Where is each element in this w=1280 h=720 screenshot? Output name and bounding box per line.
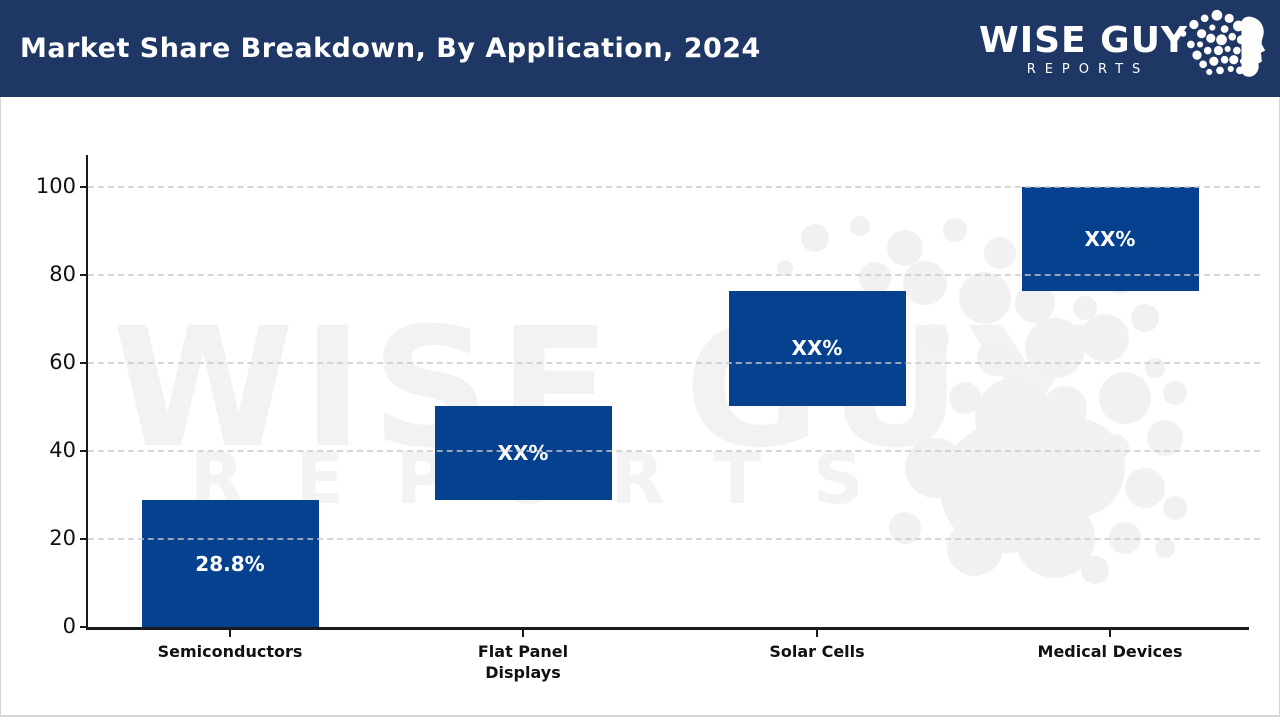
y-axis: [86, 155, 88, 629]
bar-value-label: XX%: [1084, 226, 1136, 251]
y-tick-mark: [80, 538, 88, 540]
gridline: [88, 538, 1260, 540]
y-tick-label: 0: [62, 614, 76, 638]
x-tick-mark: [816, 630, 818, 637]
y-tick-mark: [80, 626, 88, 628]
logo-text: WISE GUY REPORTS: [978, 19, 1188, 77]
x-tick-mark: [1109, 630, 1111, 637]
y-tick-label: 60: [49, 350, 76, 374]
bar: XX%: [728, 290, 906, 407]
y-tick-mark: [80, 274, 88, 276]
y-tick-mark: [80, 186, 88, 188]
x-category-line: Semiconductors: [157, 642, 303, 661]
y-tick-mark: [80, 450, 88, 452]
bar: XX%: [1021, 187, 1199, 291]
bar-value-label: 28.8%: [195, 551, 265, 576]
wiseguy-logo: WISE GUY REPORTS: [979, 6, 1266, 92]
y-tick-label: 20: [49, 526, 76, 550]
x-category-line: Medical Devices: [1037, 642, 1183, 661]
gridline: [88, 362, 1260, 364]
x-category-line: Displays: [485, 663, 561, 682]
x-tick-mark: [229, 630, 231, 637]
bar-value-label: XX%: [791, 336, 843, 361]
logo-subtext: REPORTS: [1026, 61, 1150, 77]
x-category-line: Flat Panel: [477, 642, 569, 661]
gridline: [88, 186, 1260, 188]
gridline: [88, 274, 1260, 276]
bar: XX%: [434, 406, 612, 501]
bottom-hairline: [0, 715, 1280, 717]
y-tick-label: 100: [35, 174, 76, 198]
gridline: [88, 450, 1260, 452]
x-category-label: Solar Cells: [707, 641, 927, 662]
y-tick-mark: [80, 362, 88, 364]
watermark-head-dots-icon: [777, 216, 1187, 584]
left-hairline: [0, 97, 1, 717]
y-tick-label: 80: [49, 262, 76, 286]
page-title: Market Share Breakdown, By Application, …: [20, 33, 761, 64]
x-category-line: Solar Cells: [769, 642, 865, 661]
x-axis: [86, 627, 1249, 630]
y-tick-label: 40: [49, 438, 76, 462]
wiseguy-head-icon: [1180, 9, 1266, 77]
header-bar: Market Share Breakdown, By Application, …: [0, 0, 1280, 97]
bar: 28.8%: [141, 500, 319, 627]
x-tick-mark: [522, 630, 524, 637]
x-category-label: Semiconductors: [120, 641, 340, 662]
bar-value-label: XX%: [497, 441, 549, 466]
plot-area: 0 20 40 60 80 100 28.8% Semiconductors XX% Flat P…: [0, 97, 1280, 720]
x-category-label: Medical Devices: [1000, 641, 1220, 662]
x-category-label: Flat Panel Displays: [413, 641, 633, 683]
logo-wordmark: WISE GUY: [978, 19, 1188, 61]
